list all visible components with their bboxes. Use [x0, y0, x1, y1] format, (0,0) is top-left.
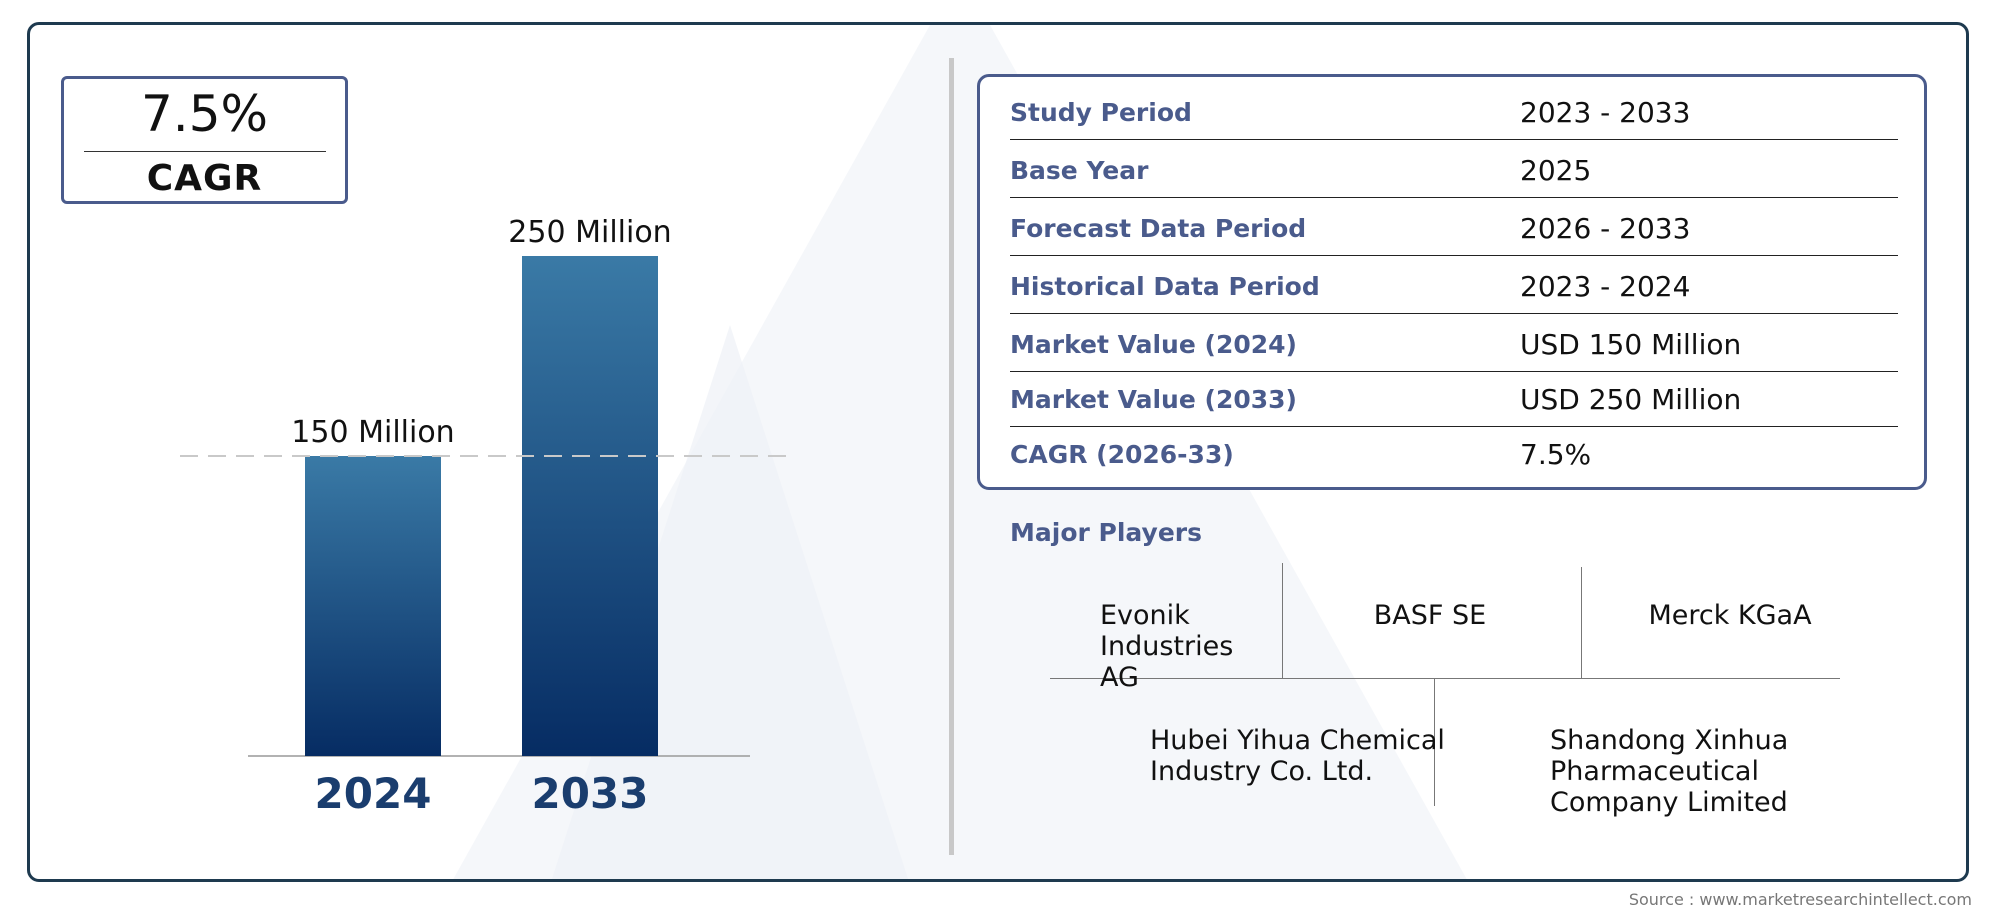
data-label-2024: 150 Million: [291, 415, 454, 450]
bar-2033: [522, 256, 658, 756]
info-value: 2023 - 2033: [1520, 96, 1691, 129]
source-credit: Source : www.marketresearchintellect.com: [1628, 890, 1972, 909]
players-grid-line: [1581, 567, 1582, 678]
info-label: Market Value (2024): [1010, 330, 1297, 359]
section-divider: [949, 58, 954, 855]
row-divider: [1010, 426, 1898, 427]
category-label-2033: 2033: [532, 769, 649, 818]
players-grid-line: [1050, 678, 1840, 679]
info-value: USD 250 Million: [1520, 383, 1742, 416]
major-players-title: Major Players: [1010, 518, 1202, 547]
market-info-table: Study Period 2023 - 2033 Base Year 2025 …: [977, 74, 1927, 490]
info-value: 2023 - 2024: [1520, 270, 1691, 303]
row-divider: [1010, 255, 1898, 256]
info-label: Market Value (2033): [1010, 385, 1297, 414]
player-hubei-yihua: Hubei Yihua Chemical Industry Co. Ltd.: [1150, 725, 1445, 787]
info-value: 7.5%: [1520, 438, 1592, 471]
player-merck: Merck KGaA: [1648, 600, 1812, 631]
info-value: USD 150 Million: [1520, 328, 1742, 361]
info-row-study-period: Study Period 2023 - 2033: [1010, 85, 1898, 140]
cagr-box: 7.5% CAGR: [61, 76, 348, 204]
row-divider: [1010, 197, 1898, 198]
info-row-base-year: Base Year 2025: [1010, 143, 1898, 198]
info-label: Study Period: [1010, 98, 1192, 127]
cagr-label: CAGR: [146, 158, 263, 199]
row-divider: [1010, 139, 1898, 140]
info-value: 2025: [1520, 154, 1592, 187]
players-grid-line: [1282, 563, 1283, 678]
bar-chart: 150 Million 250 Million 2024 2033: [180, 215, 790, 818]
info-label: CAGR (2026-33): [1010, 440, 1234, 469]
info-row-market-value-2033: Market Value (2033) USD 250 Million: [1010, 372, 1898, 427]
row-divider: [1010, 313, 1898, 314]
player-basf: BASF SE: [1373, 600, 1487, 631]
info-row-cagr: CAGR (2026-33) 7.5%: [1010, 427, 1898, 482]
info-row-forecast-period: Forecast Data Period 2026 - 2033: [1010, 201, 1898, 256]
cagr-divider: [83, 151, 326, 152]
cagr-value: 7.5%: [140, 85, 269, 143]
info-value: 2026 - 2033: [1520, 212, 1691, 245]
data-label-2033: 250 Million: [508, 215, 671, 250]
info-row-historical-period: Historical Data Period 2023 - 2024: [1010, 259, 1898, 314]
category-label-2024: 2024: [315, 769, 432, 818]
info-label: Historical Data Period: [1010, 272, 1320, 301]
info-label: Base Year: [1010, 156, 1149, 185]
players-grid-line: [1434, 679, 1435, 806]
bar-2024: [305, 456, 441, 756]
info-row-market-value-2024: Market Value (2024) USD 150 Million: [1010, 317, 1898, 372]
player-shandong-xinhua: Shandong Xinhua Pharmaceutical Company L…: [1550, 725, 1789, 818]
info-label: Forecast Data Period: [1010, 214, 1307, 243]
row-divider: [1010, 371, 1898, 372]
player-evonik: Evonik Industries AG: [1100, 600, 1234, 693]
